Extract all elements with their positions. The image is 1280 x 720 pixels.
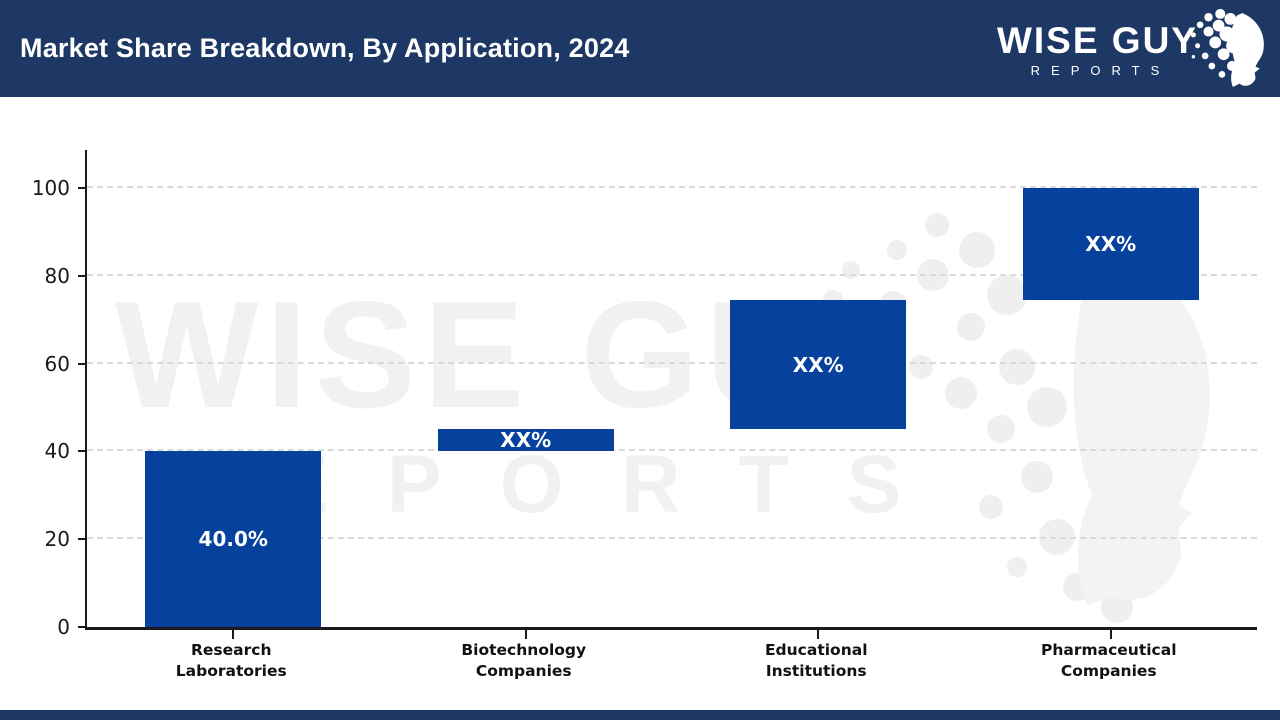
x-axis-labels: Research Laboratories Biotechnology Compa… — [85, 640, 1255, 702]
brand-logo: WISE GUY REPORTS — [997, 8, 1270, 92]
y-axis-labels: 0 20 40 60 80 100 — [0, 150, 70, 639]
gridline — [87, 537, 1257, 540]
y-axis-tick-label: 0 — [57, 615, 70, 639]
x-axis-category-label: Educational Institutions — [764, 641, 868, 680]
x-axis-tick — [524, 630, 527, 639]
y-axis-tick — [78, 538, 86, 541]
bar-value-label: 40.0% — [198, 527, 268, 552]
x-axis-category-label: Pharmaceutical Companies — [1040, 641, 1177, 680]
y-axis-tick — [78, 450, 86, 453]
x-axis-category-label: Research Laboratories — [175, 641, 287, 680]
y-axis-tick-label: 40 — [44, 439, 70, 464]
brand-name: WISE GUY — [996, 20, 1198, 61]
header-banner: Market Share Breakdown, By Application, … — [0, 0, 1280, 97]
gridline — [87, 449, 1257, 452]
footer-bar — [0, 710, 1280, 720]
x-axis-tick — [1109, 630, 1112, 639]
y-axis-tick — [78, 187, 86, 189]
gridline — [87, 186, 1257, 188]
plot-area: 40.0% XX% XX% XX% — [78, 150, 1257, 639]
brand-logo-text: WISE GUY REPORTS — [996, 20, 1198, 79]
x-axis-tick — [232, 630, 235, 639]
y-axis-tick-label: 80 — [44, 263, 70, 288]
bar-value-label: XX% — [500, 428, 552, 453]
y-axis-tick — [78, 626, 86, 628]
x-axis-category-label: Biotechnology Companies — [461, 641, 587, 680]
y-axis-tick-label: 60 — [44, 351, 70, 376]
bar-value-label: XX% — [792, 352, 844, 377]
x-axis-tick — [817, 630, 820, 639]
y-axis-tick-label: 100 — [31, 176, 70, 200]
bar-value-label: XX% — [1085, 231, 1137, 256]
gridline — [87, 361, 1257, 364]
y-axis-tick — [78, 274, 86, 277]
page-title: Market Share Breakdown, By Application, … — [20, 33, 630, 63]
dotted-head-icon — [1190, 8, 1264, 87]
gridline — [87, 273, 1257, 276]
bar-segment: XX% — [437, 428, 614, 453]
brand-subname: REPORTS — [1030, 63, 1171, 78]
y-axis-tick — [78, 362, 86, 365]
bar-segment: XX% — [730, 299, 907, 430]
bar-segment: XX% — [1022, 188, 1199, 300]
y-axis-tick-label: 20 — [44, 527, 70, 552]
bar-segment: 40.0% — [145, 451, 322, 627]
